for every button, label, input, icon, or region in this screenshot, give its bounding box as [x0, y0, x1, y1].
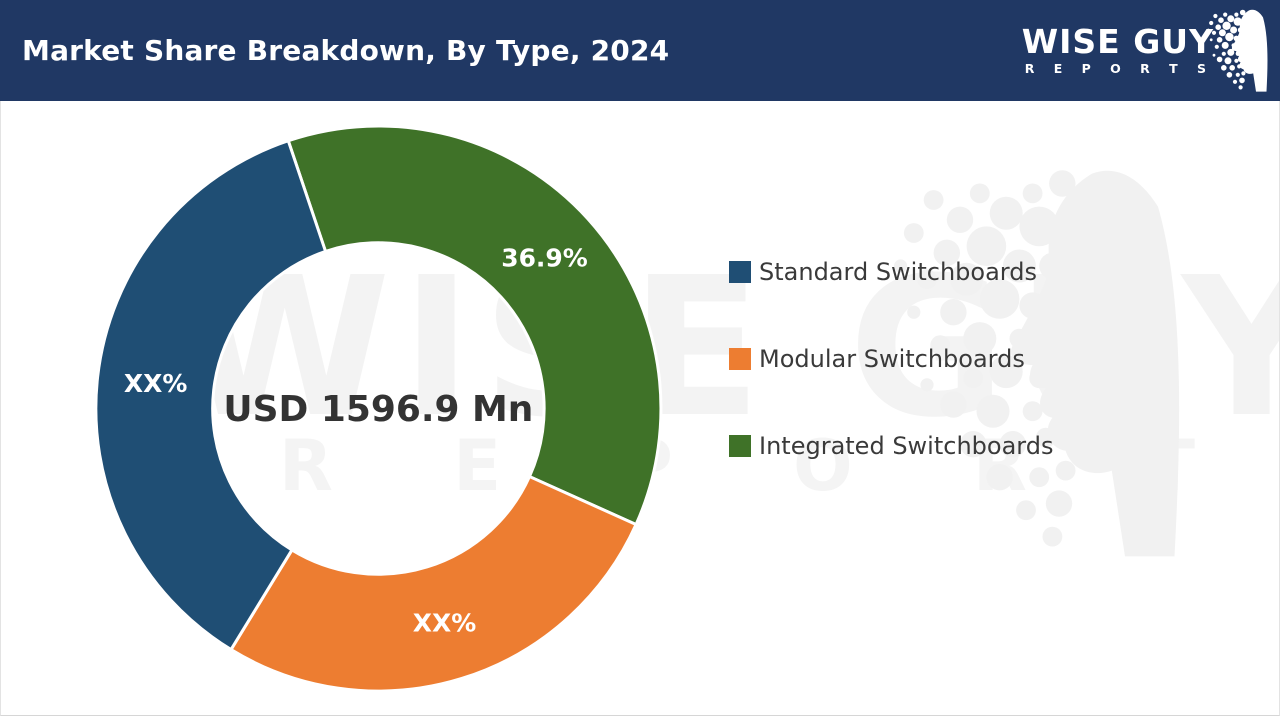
brand-name: WISE GUY [1021, 22, 1214, 61]
legend-swatch-modular-switchboards [729, 348, 751, 371]
legend-label: Integrated Switchboards [759, 431, 1054, 460]
brand-tagline: R E P O R T S [1024, 61, 1214, 76]
legend-swatch-integrated-switchboards [729, 434, 751, 457]
slice-label-modular-switchboards: XX% [413, 608, 476, 637]
pie-slice-integrated-switchboards [286, 124, 663, 527]
slice-label-integrated-switchboards: 36.9% [501, 244, 588, 273]
header-bar: Market Share Breakdown, By Type, 2024 WI… [0, 0, 1280, 101]
legend-label: Modular Switchboards [759, 344, 1025, 373]
donut-chart: 36.9% XX% XX% USD 1596.9 Mn [94, 124, 663, 693]
legend-swatch-standard-switchboards [729, 261, 751, 284]
legend-label: Standard Switchboards [759, 258, 1037, 286]
legend: Standard Switchboards Modular Switchboard… [729, 258, 1053, 460]
dotted-head-icon [1207, 9, 1268, 92]
legend-item-modular-switchboards: Modular Switchboards [729, 345, 1053, 374]
brand-logo: WISE GUY R E P O R T S [1022, 9, 1270, 93]
legend-item-standard-switchboards: Standard Switchboards [729, 258, 1053, 287]
chart-area: WISE GUY R E P O R T S 36.9%XX%XX% USD 1… [0, 101, 1280, 716]
legend-item-integrated-switchboards: Integrated Switchboards [729, 432, 1053, 461]
pie-slice-standard-switchboards [94, 139, 328, 652]
page-title: Market Share Breakdown, By Type, 2024 [22, 34, 670, 67]
pie-slice-modular-switchboards [229, 475, 638, 693]
slice-label-standard-switchboards: XX% [124, 369, 187, 398]
donut-center-value: USD 1596.9 Mn [223, 389, 533, 430]
